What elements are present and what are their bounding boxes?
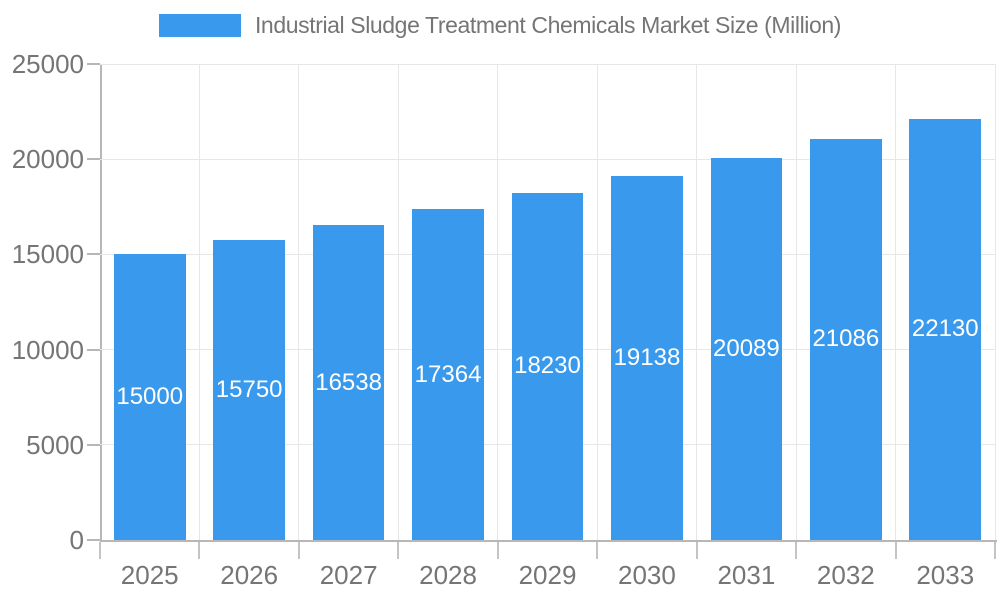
bar-2029[interactable]: 18230 xyxy=(511,192,584,540)
x-tick-label: 2029 xyxy=(518,560,577,590)
x-axis-tick xyxy=(994,542,996,559)
bar-2027[interactable]: 16538 xyxy=(312,225,385,540)
y-tick-label: 20000 xyxy=(11,144,84,175)
y-gridline xyxy=(100,158,995,160)
y-tick-label: 10000 xyxy=(11,334,84,365)
y-axis-tick xyxy=(87,158,100,161)
x-tick-label: 2030 xyxy=(618,560,676,590)
x-axis-tick xyxy=(795,542,798,559)
y-tick-label: 5000 xyxy=(26,429,84,460)
x-axis-tick xyxy=(596,542,599,559)
bar-2033[interactable]: 22130 xyxy=(909,118,982,540)
bar-value-label: 22130 xyxy=(911,315,979,343)
bar-2032[interactable]: 21086 xyxy=(810,138,882,540)
y-axis-tick xyxy=(87,443,100,446)
bar-value-label: 19138 xyxy=(613,343,681,371)
x-axis-tick xyxy=(496,542,499,559)
bar-2030[interactable]: 19138 xyxy=(611,175,683,540)
x-tick-label: 2027 xyxy=(319,560,378,590)
x-gridline xyxy=(198,64,200,540)
x-axis-tick xyxy=(894,542,897,559)
y-tick-label: 25000 xyxy=(11,49,84,79)
x-axis-tick xyxy=(99,542,101,559)
bar-value-label: 18230 xyxy=(514,352,581,380)
x-axis-tick xyxy=(397,542,400,559)
x-tick-label: 2028 xyxy=(419,560,477,590)
bar-2031[interactable]: 20089 xyxy=(710,157,783,540)
x-gridline xyxy=(397,64,399,540)
x-tick-label: 2033 xyxy=(916,560,975,590)
x-gridline xyxy=(795,64,797,540)
legend[interactable]: Industrial Sludge Treatment Chemicals Ma… xyxy=(0,12,1000,39)
y-tick-label: 15000 xyxy=(11,239,84,270)
x-gridline xyxy=(298,64,300,540)
x-tick-label: 2032 xyxy=(816,560,875,590)
bar-value-label: 17364 xyxy=(414,360,482,388)
legend-swatch[interactable] xyxy=(158,14,241,37)
x-axis-tick xyxy=(198,542,201,559)
y-axis-tick xyxy=(87,253,100,256)
legend-label: Industrial Sludge Treatment Chemicals Ma… xyxy=(254,12,842,38)
x-tick-label: 2025 xyxy=(120,560,179,590)
bar-value-label: 16538 xyxy=(315,368,382,396)
x-gridline xyxy=(596,64,598,540)
plot-area xyxy=(100,64,997,542)
x-axis-tick xyxy=(297,542,300,559)
x-tick-label: 2026 xyxy=(220,560,279,590)
bar-value-label: 21086 xyxy=(812,325,880,353)
bar-2025[interactable]: 15000 xyxy=(113,254,186,540)
x-gridline xyxy=(895,64,897,540)
bar-2028[interactable]: 17364 xyxy=(412,209,484,540)
bar-value-label: 15750 xyxy=(215,376,283,404)
y-gridline xyxy=(100,63,995,65)
x-gridline xyxy=(497,64,499,540)
y-axis-tick xyxy=(87,539,100,541)
bar-value-label: 20089 xyxy=(713,334,780,362)
x-gridline xyxy=(994,64,996,540)
x-tick-label: 2031 xyxy=(717,560,776,590)
bar-value-label: 15000 xyxy=(116,383,184,411)
y-axis-tick xyxy=(87,348,100,351)
bar-2026[interactable]: 15750 xyxy=(213,240,285,540)
x-axis-tick xyxy=(695,542,698,559)
y-tick-label: 0 xyxy=(69,525,84,555)
y-axis-tick xyxy=(87,63,100,65)
x-gridline xyxy=(696,64,698,540)
